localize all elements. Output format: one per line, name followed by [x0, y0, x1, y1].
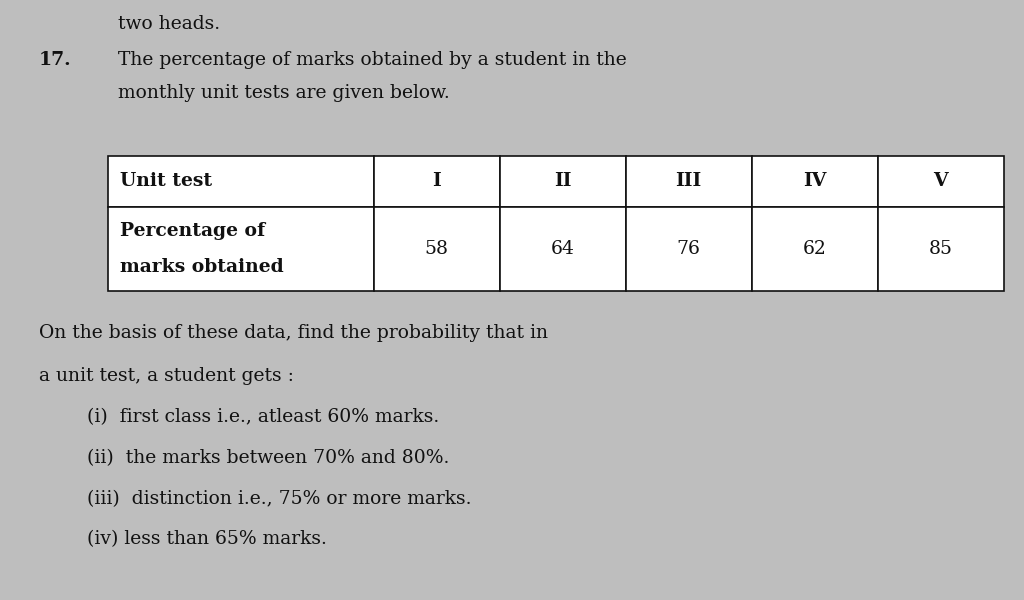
Text: monthly unit tests are given below.: monthly unit tests are given below.: [118, 84, 450, 102]
Text: IV: IV: [803, 173, 826, 191]
Text: 64: 64: [551, 240, 574, 258]
Text: Unit test: Unit test: [120, 173, 212, 191]
Bar: [108, 156, 374, 207]
Bar: [374, 207, 500, 291]
Text: (i)  first class i.e., atleast 60% marks.: (i) first class i.e., atleast 60% marks.: [87, 408, 439, 426]
Text: 62: 62: [803, 240, 826, 258]
Text: The percentage of marks obtained by a student in the: The percentage of marks obtained by a st…: [118, 51, 627, 69]
Text: 76: 76: [677, 240, 700, 258]
Text: II: II: [554, 173, 571, 191]
Text: On the basis of these data, find the probability that in: On the basis of these data, find the pro…: [39, 324, 548, 342]
Text: a unit test, a student gets :: a unit test, a student gets :: [39, 367, 294, 385]
Bar: [626, 207, 752, 291]
Text: Percentage of: Percentage of: [120, 222, 265, 240]
Bar: [752, 156, 878, 207]
Text: III: III: [676, 173, 701, 191]
Text: V: V: [933, 173, 948, 191]
Text: 58: 58: [425, 240, 449, 258]
Bar: [878, 207, 1004, 291]
Text: (ii)  the marks between 70% and 80%.: (ii) the marks between 70% and 80%.: [87, 449, 450, 467]
Text: 85: 85: [929, 240, 952, 258]
Bar: [500, 207, 626, 291]
Text: (iii)  distinction i.e., 75% or more marks.: (iii) distinction i.e., 75% or more mark…: [87, 490, 471, 508]
Bar: [752, 207, 878, 291]
Bar: [878, 156, 1004, 207]
Bar: [374, 156, 500, 207]
Text: marks obtained: marks obtained: [120, 258, 284, 276]
Bar: [108, 207, 374, 291]
Text: 17.: 17.: [39, 51, 72, 69]
Text: two heads.: two heads.: [118, 15, 220, 33]
Bar: [500, 156, 626, 207]
Text: (iv) less than 65% marks.: (iv) less than 65% marks.: [87, 530, 327, 548]
Bar: [626, 156, 752, 207]
Text: I: I: [432, 173, 441, 191]
